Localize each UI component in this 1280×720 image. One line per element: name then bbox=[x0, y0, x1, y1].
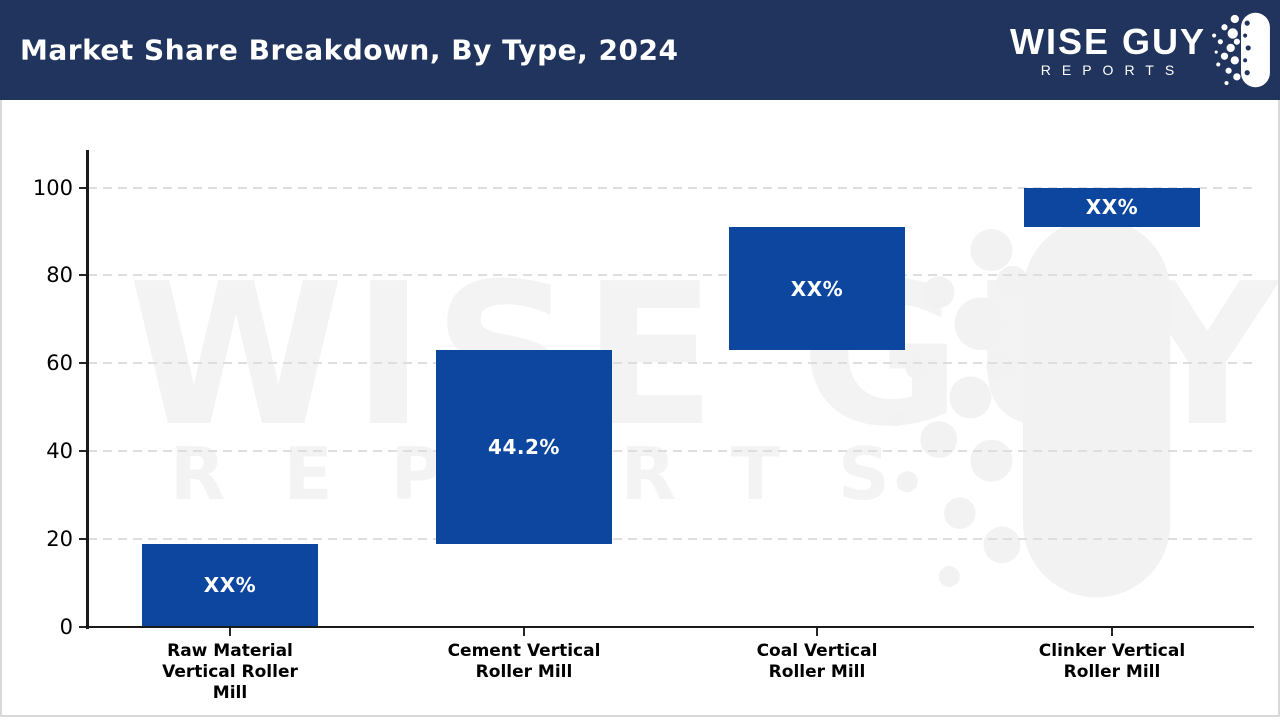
category-label-line: Raw Material bbox=[167, 640, 293, 661]
bar: 44.2% bbox=[436, 349, 612, 544]
x-tick-mark bbox=[816, 627, 818, 636]
gridline bbox=[88, 537, 1254, 540]
bar-value-label: 44.2% bbox=[488, 434, 560, 459]
category-label-line: Cement Vertical bbox=[447, 640, 601, 661]
y-tick-mark bbox=[79, 274, 88, 277]
y-tick-mark bbox=[79, 625, 88, 628]
logo-wordmark: WISE GUY REPORTS bbox=[1009, 20, 1206, 78]
y-tick-mark bbox=[79, 537, 88, 540]
y-tick-label: 0 bbox=[59, 614, 73, 639]
y-axis bbox=[86, 150, 89, 629]
x-tick-mark bbox=[1111, 627, 1113, 636]
category-label: Clinker Vertical Roller Mill bbox=[987, 641, 1237, 683]
category-label-line: Roller Mill bbox=[768, 661, 866, 682]
header: Market Share Breakdown, By Type, 2024 WI… bbox=[0, 0, 1280, 100]
y-tick-label: 40 bbox=[46, 438, 73, 463]
gridline bbox=[88, 362, 1254, 365]
y-tick-mark bbox=[79, 362, 88, 365]
bar-value-label: XX% bbox=[1085, 195, 1139, 220]
gridline bbox=[88, 274, 1254, 277]
category-label: Cement Vertical Roller Mill bbox=[399, 641, 649, 683]
gridline bbox=[88, 186, 1254, 189]
y-tick-label: 60 bbox=[46, 351, 73, 376]
watermark-head-icon bbox=[875, 218, 1171, 598]
y-tick-label: 80 bbox=[46, 263, 73, 288]
category-label-line: Roller Mill bbox=[1063, 661, 1161, 682]
logo-wordmark-line2: REPORTS bbox=[1040, 61, 1186, 78]
category-label: Coal Vertical Roller Mill bbox=[692, 641, 942, 683]
y-tick-label: 100 bbox=[32, 175, 73, 200]
y-tick-label: 20 bbox=[46, 526, 73, 551]
bar-value-label: XX% bbox=[203, 573, 257, 598]
logo-head-icon bbox=[1212, 12, 1270, 88]
x-tick-mark bbox=[523, 627, 525, 636]
category-label-line: Roller Mill bbox=[475, 661, 573, 682]
bar: XX% bbox=[729, 227, 905, 350]
y-tick-mark bbox=[79, 449, 88, 452]
category-label: Raw Material Vertical Roller Mill bbox=[105, 641, 355, 704]
category-label-line: Mill bbox=[212, 682, 248, 703]
category-label-line: Vertical Roller bbox=[162, 661, 298, 682]
bar: XX% bbox=[142, 543, 318, 627]
category-label-line: Clinker Vertical bbox=[1038, 640, 1186, 661]
bar-value-label: XX% bbox=[790, 276, 844, 301]
x-tick-mark bbox=[229, 627, 231, 636]
y-tick-mark bbox=[79, 186, 88, 189]
gridline bbox=[88, 449, 1254, 452]
logo-wordmark-line1: WISE GUY bbox=[1009, 20, 1206, 62]
wiseguy-logo: WISE GUY REPORTS bbox=[1010, 0, 1272, 100]
category-label-line: Coal Vertical bbox=[756, 640, 878, 661]
page-title: Market Share Breakdown, By Type, 2024 bbox=[20, 33, 679, 67]
x-axis bbox=[86, 625, 1254, 628]
bar: XX% bbox=[1024, 187, 1200, 228]
